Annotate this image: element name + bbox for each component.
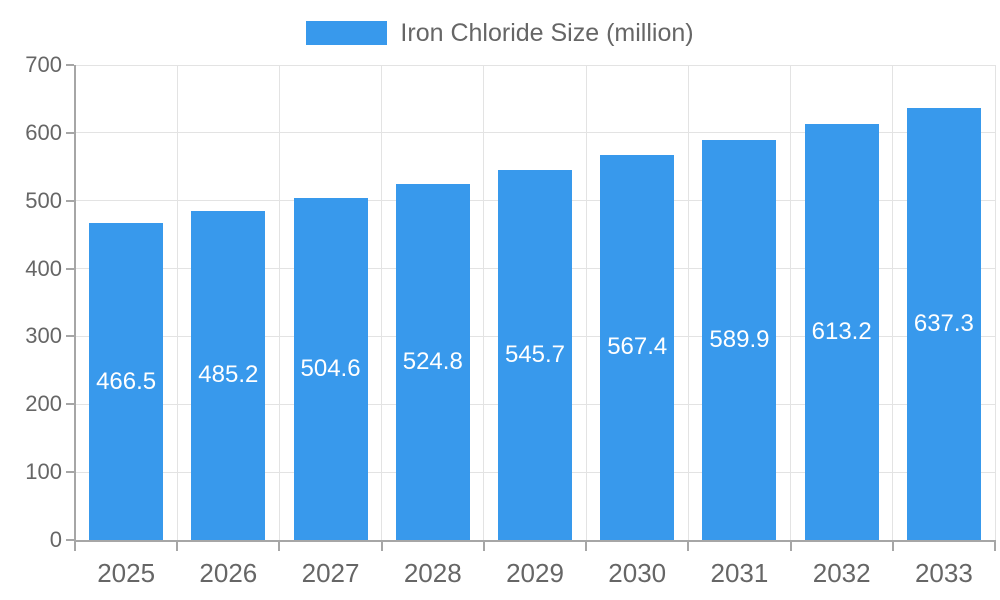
x-gridline (278, 65, 280, 540)
x-axis-tick-label: 2031 (710, 558, 769, 588)
x-axis-tick (278, 542, 281, 551)
y-axis-tick-label: 400 (25, 255, 62, 281)
y-axis-tick (66, 131, 74, 134)
bar-value-label: 466.5 (96, 367, 157, 395)
x-axis-tick (891, 542, 894, 551)
bar[interactable]: 637.3 (906, 107, 981, 540)
x-axis-line (74, 540, 996, 542)
bar[interactable]: 485.2 (191, 210, 266, 540)
x-axis-tick-label: 2027 (301, 558, 360, 588)
bar[interactable]: 545.7 (498, 169, 572, 540)
bar-value-label: 524.8 (402, 347, 463, 375)
x-axis-tick-label: 2025 (97, 558, 156, 588)
bar[interactable]: 567.4 (600, 154, 675, 540)
y-gridline (76, 64, 995, 66)
bar-value-label: 637.3 (913, 309, 974, 337)
bar-value-label: 613.2 (811, 317, 872, 345)
bar-value-label: 589.9 (709, 325, 770, 353)
x-gridline (994, 65, 996, 540)
legend[interactable]: Iron Chloride Size (million) (0, 14, 1000, 52)
bar-value-label: 485.2 (198, 361, 259, 389)
x-axis-tick-label: 2029 (506, 558, 564, 588)
y-axis-tick-label: 100 (25, 459, 62, 485)
legend-swatch (306, 21, 388, 45)
bar[interactable]: 524.8 (395, 183, 470, 540)
x-gridline (176, 65, 178, 540)
y-axis-tick (66, 64, 74, 66)
bar-value-label: 545.7 (504, 340, 566, 368)
y-axis-tick (66, 539, 74, 541)
x-axis-tick (585, 542, 588, 551)
x-axis-tick (482, 542, 485, 551)
x-axis-tick-label: 2026 (199, 558, 258, 588)
y-axis-line (74, 65, 76, 542)
bar[interactable]: 466.5 (89, 223, 164, 540)
x-axis-tick-label: 2028 (403, 558, 462, 588)
x-axis-tick-label: 2032 (812, 558, 871, 588)
x-gridline (892, 65, 894, 540)
x-axis-tick (789, 542, 792, 551)
y-axis-tick (66, 335, 74, 338)
x-axis-tick (994, 542, 996, 551)
y-axis-tick-label: 300 (25, 323, 62, 349)
bar-value-label: 504.6 (300, 354, 361, 382)
x-axis-tick-label: 2033 (914, 558, 973, 588)
y-gridline (76, 132, 995, 134)
x-gridline (381, 65, 383, 540)
y-axis-tick-label: 500 (25, 187, 62, 213)
x-axis-tick (380, 542, 383, 551)
x-axis-tick (176, 542, 179, 551)
x-gridline (585, 65, 587, 540)
x-gridline (687, 65, 689, 540)
y-axis-tick (66, 267, 74, 270)
x-axis-tick (687, 542, 690, 551)
y-axis-tick-label: 700 (25, 52, 62, 77)
y-axis-tick (66, 471, 74, 474)
y-axis-tick-label: 200 (25, 391, 62, 417)
x-axis-tick (74, 542, 76, 551)
y-axis-tick (66, 199, 74, 202)
legend-label: Iron Chloride Size (million) (400, 18, 694, 47)
y-axis-tick-label: 600 (25, 119, 62, 145)
x-gridline (790, 65, 792, 540)
bar-value-label: 567.4 (607, 333, 668, 361)
x-gridline (483, 65, 485, 540)
y-axis-tick-label: 0 (49, 527, 62, 552)
x-axis-tick-label: 2030 (608, 558, 667, 588)
bar[interactable]: 613.2 (804, 123, 879, 540)
bar[interactable]: 589.9 (702, 139, 777, 540)
bar[interactable]: 504.6 (293, 197, 368, 540)
y-axis-tick (66, 403, 74, 406)
